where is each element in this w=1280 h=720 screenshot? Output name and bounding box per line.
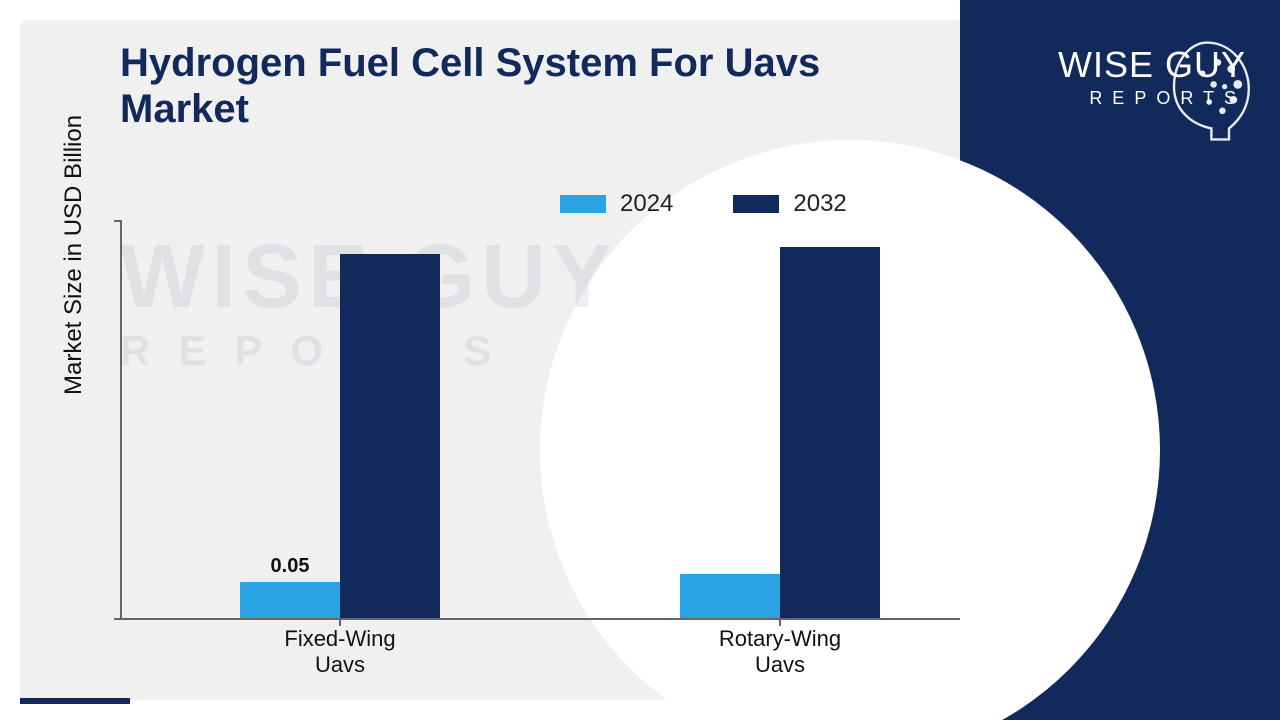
bar-2032-0 (340, 254, 440, 618)
category-label-1: Rotary-WingUavs (680, 626, 880, 679)
x-axis-line (120, 618, 960, 620)
y-axis-line (120, 220, 122, 620)
brand-line1: WISE GUY (1058, 44, 1246, 86)
bottom-accent-strip (20, 698, 130, 704)
chart-title: Hydrogen Fuel Cell System For Uavs Marke… (120, 40, 880, 132)
legend-swatch-2024 (560, 195, 606, 213)
category-label-0: Fixed-WingUavs (240, 626, 440, 679)
legend: 2024 2032 (560, 190, 847, 218)
legend-swatch-2032 (733, 195, 779, 213)
value-label-0-0: 0.05 (271, 555, 310, 578)
bar-2032-1 (780, 247, 880, 618)
brand-line2: REPORTS (1058, 88, 1246, 109)
x-tick-0 (339, 620, 341, 626)
y-tick-top (114, 220, 120, 222)
bar-2024-1 (680, 574, 780, 618)
legend-label-2032: 2032 (793, 190, 846, 218)
legend-label-2024: 2024 (620, 190, 673, 218)
bar-2024-0 (240, 582, 340, 618)
y-tick-bottom (114, 618, 120, 620)
legend-item-2032: 2032 (733, 190, 846, 218)
y-axis-label: Market Size in USD Billion (60, 115, 88, 395)
brand-text: WISE GUY REPORTS (1058, 44, 1246, 109)
canvas: WISE GUY REPORTS Hydrogen Fuel Cell Syst… (0, 0, 1280, 720)
plot-area: Fixed-WingUavsRotary-WingUavs0.05 (120, 220, 960, 620)
x-tick-1 (779, 620, 781, 626)
legend-item-2024: 2024 (560, 190, 673, 218)
